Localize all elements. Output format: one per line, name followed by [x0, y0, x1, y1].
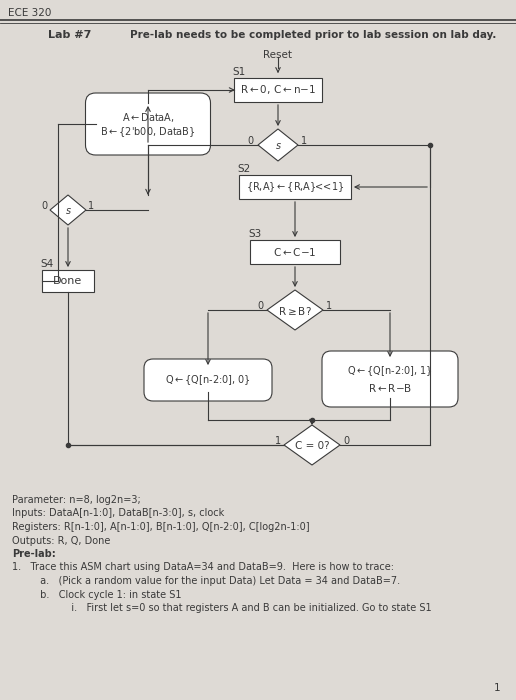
Text: R$\geq$B?: R$\geq$B?: [278, 305, 312, 317]
Polygon shape: [267, 290, 323, 330]
Text: R$\leftarrow$0, C$\leftarrow$n$-$1: R$\leftarrow$0, C$\leftarrow$n$-$1: [240, 83, 316, 97]
Text: Registers: R[n-1:0], A[n-1:0], B[n-1:0], Q[n-2:0], C[log2n-1:0]: Registers: R[n-1:0], A[n-1:0], B[n-1:0],…: [12, 522, 310, 532]
FancyBboxPatch shape: [239, 175, 351, 199]
Text: 1: 1: [301, 136, 307, 146]
Text: B$\leftarrow${2'b00, DataB}: B$\leftarrow${2'b00, DataB}: [100, 125, 196, 139]
Text: 1: 1: [88, 201, 94, 211]
Text: Pre-lab needs to be completed prior to lab session on lab day.: Pre-lab needs to be completed prior to l…: [130, 30, 496, 40]
Text: 0: 0: [343, 436, 349, 446]
Text: i.   First let s=0 so that registers A and B can be initialized. Go to state S1: i. First let s=0 so that registers A and…: [12, 603, 431, 613]
FancyBboxPatch shape: [234, 78, 322, 102]
Text: S3: S3: [248, 229, 261, 239]
Text: Pre-lab:: Pre-lab:: [12, 549, 56, 559]
Text: Reset: Reset: [264, 50, 293, 60]
Text: 1.   Trace this ASM chart using DataA=34 and DataB=9.  Here is how to trace:: 1. Trace this ASM chart using DataA=34 a…: [12, 563, 394, 573]
Text: {R,A}$\leftarrow${R,A}<<1}: {R,A}$\leftarrow${R,A}<<1}: [246, 180, 344, 194]
Text: C = 0?: C = 0?: [295, 441, 329, 451]
FancyBboxPatch shape: [86, 93, 211, 155]
Text: b.   Clock cycle 1: in state S1: b. Clock cycle 1: in state S1: [12, 589, 182, 599]
Text: Parameter: n=8, log2n=3;: Parameter: n=8, log2n=3;: [12, 495, 141, 505]
FancyBboxPatch shape: [322, 351, 458, 407]
Text: 1: 1: [326, 301, 332, 311]
Text: 1: 1: [493, 683, 500, 693]
Text: A$\leftarrow$DataA,: A$\leftarrow$DataA,: [122, 111, 174, 123]
Polygon shape: [284, 425, 340, 465]
Text: 1: 1: [275, 436, 281, 446]
Text: Inputs: DataA[n-1:0], DataB[n-3:0], s, clock: Inputs: DataA[n-1:0], DataB[n-3:0], s, c…: [12, 508, 224, 519]
Text: Lab #7: Lab #7: [48, 30, 91, 40]
Polygon shape: [258, 129, 298, 161]
FancyBboxPatch shape: [250, 240, 340, 264]
Text: Done: Done: [53, 276, 83, 286]
Text: Q$\leftarrow${Q[n-2:0], 1}: Q$\leftarrow${Q[n-2:0], 1}: [347, 364, 433, 378]
Text: ECE 320: ECE 320: [8, 8, 52, 18]
Polygon shape: [50, 195, 86, 225]
Text: 0: 0: [258, 301, 264, 311]
Text: a.   (Pick a random value for the input Data) Let Data = 34 and DataB=7.: a. (Pick a random value for the input Da…: [12, 576, 400, 586]
FancyBboxPatch shape: [144, 359, 272, 401]
Text: C$\leftarrow$C$-$1: C$\leftarrow$C$-$1: [273, 246, 317, 258]
Text: 0: 0: [248, 136, 254, 146]
Text: R$\leftarrow$R$-$B: R$\leftarrow$R$-$B: [368, 382, 412, 394]
Text: Outputs: R, Q, Done: Outputs: R, Q, Done: [12, 536, 110, 545]
Text: s: s: [66, 206, 71, 216]
FancyBboxPatch shape: [42, 270, 94, 292]
Text: S1: S1: [232, 67, 245, 77]
Text: 0: 0: [41, 201, 47, 211]
Text: Q$\leftarrow${Q[n-2:0], 0}: Q$\leftarrow${Q[n-2:0], 0}: [165, 373, 251, 387]
Text: s: s: [276, 141, 281, 151]
Text: S4: S4: [40, 259, 53, 269]
Text: S2: S2: [237, 164, 250, 174]
